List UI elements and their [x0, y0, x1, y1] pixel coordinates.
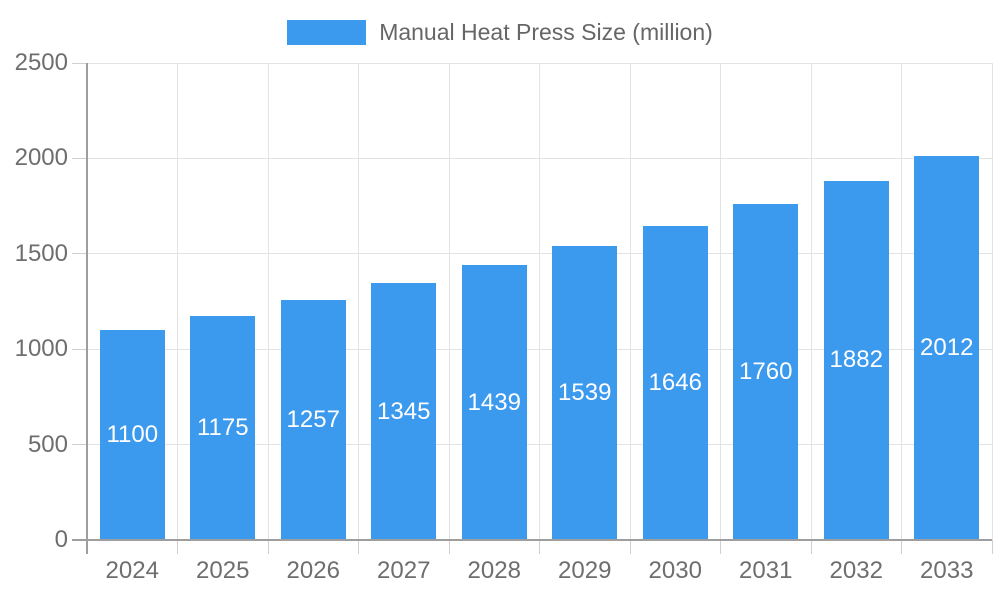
x-axis-tick — [539, 540, 540, 554]
y-axis-tick — [72, 348, 87, 350]
x-axis-tick — [991, 540, 993, 554]
legend-label: Manual Heat Press Size (million) — [379, 19, 713, 45]
x-axis-tick — [810, 540, 812, 554]
bar-value-label: 2012 — [920, 334, 974, 362]
bar-2028[interactable] — [461, 265, 527, 540]
x-axis-label: 2025 — [196, 557, 250, 584]
bar-value-label: 1100 — [106, 421, 159, 449]
x-axis-tick — [358, 540, 359, 554]
x-gridline — [810, 63, 812, 540]
x-gridline — [448, 63, 450, 540]
x-axis-tick — [267, 540, 269, 554]
y-axis-label: 500 — [27, 430, 68, 458]
x-gridline — [267, 63, 269, 540]
y-axis-label: 2500 — [14, 49, 68, 76]
y-axis-label: 0 — [54, 526, 68, 553]
y-axis-tick — [72, 62, 87, 64]
x-axis-line — [87, 539, 992, 541]
chart-legend[interactable]: Manual Heat Press Size (million) — [0, 19, 1000, 46]
y-axis-label: 2000 — [14, 144, 68, 172]
x-axis-label: 2026 — [286, 557, 340, 584]
y-axis-tick — [72, 539, 87, 541]
bar-2030[interactable] — [642, 225, 708, 540]
x-gridline — [177, 63, 178, 540]
legend-swatch — [287, 20, 367, 45]
bar-value-label: 1257 — [286, 406, 340, 434]
x-axis-label: 2031 — [739, 557, 793, 584]
x-axis-tick — [720, 540, 721, 554]
x-axis-label: 2024 — [105, 557, 159, 584]
x-axis-label: 2033 — [920, 557, 974, 584]
bar-2024[interactable] — [99, 330, 165, 540]
x-axis-tick — [629, 540, 631, 554]
bar-2031[interactable] — [733, 204, 799, 540]
x-axis-label: 2029 — [558, 557, 612, 584]
bar-2025[interactable] — [190, 315, 256, 540]
bar-value-label: 1345 — [377, 397, 431, 425]
bar-value-label: 1539 — [558, 379, 612, 407]
bar-value-label: 1882 — [829, 346, 883, 374]
y-axis-line — [86, 63, 88, 540]
bar-2029[interactable] — [552, 246, 618, 540]
x-axis-tick — [901, 540, 902, 554]
x-axis-tick — [177, 540, 178, 554]
bar-value-label: 1646 — [648, 368, 702, 396]
x-axis-label: 2032 — [829, 557, 883, 584]
x-axis-label: 2030 — [648, 557, 702, 584]
x-axis-label: 2027 — [377, 557, 431, 584]
bar-2032[interactable] — [823, 180, 889, 540]
y-axis-label: 1000 — [14, 335, 68, 363]
x-gridline — [901, 63, 902, 540]
y-axis-tick — [72, 253, 87, 255]
x-gridline — [539, 63, 540, 540]
y-axis-label: 1500 — [14, 239, 68, 267]
bar-2026[interactable] — [280, 300, 346, 540]
x-axis-tick — [86, 540, 88, 554]
bar-value-label: 1760 — [739, 358, 793, 386]
bar-value-label: 1175 — [196, 413, 249, 441]
x-gridline — [720, 63, 721, 540]
x-gridline — [358, 63, 359, 540]
bar-2027[interactable] — [371, 283, 437, 540]
y-axis-tick — [72, 444, 87, 446]
y-axis-tick — [72, 157, 87, 159]
bar-2033[interactable] — [914, 156, 980, 540]
x-axis-tick — [448, 540, 450, 554]
x-axis-label: 2028 — [467, 557, 521, 584]
x-gridline — [991, 63, 993, 540]
x-gridline — [629, 63, 631, 540]
bar-value-label: 1439 — [467, 388, 521, 416]
